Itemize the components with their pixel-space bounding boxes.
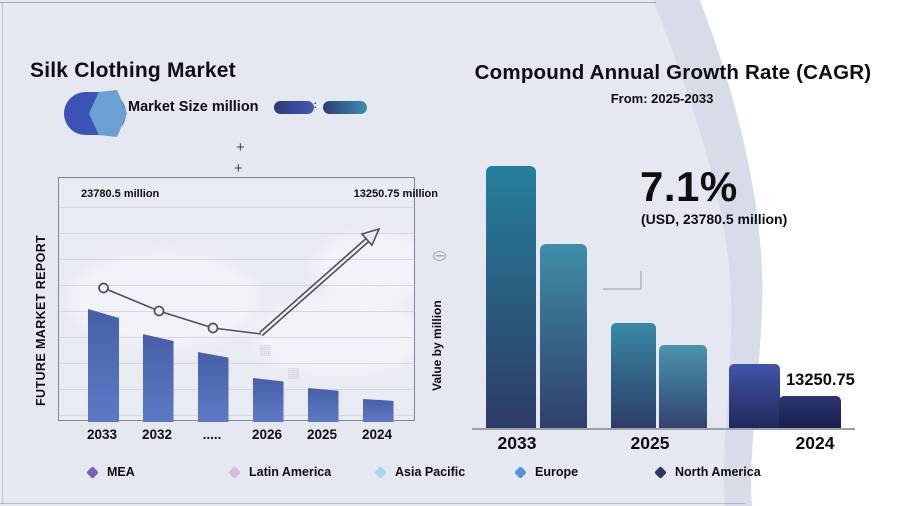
- end-value-label: 13250.75 million: [353, 188, 438, 200]
- latin-america-diamond-icon: [228, 465, 241, 479]
- frame-top-line: [0, 2, 656, 3]
- mea-diamond-icon: [86, 465, 99, 479]
- bar-2024-a: [729, 364, 780, 429]
- cagr-basis: (USD, 23780.5 million): [641, 211, 788, 227]
- x-tick-2033: 2033: [497, 433, 537, 453]
- decor-bracket-vertical: [640, 271, 642, 289]
- y-axis-label: Value by million: [430, 300, 444, 392]
- legend-item-latin-america: Latin America: [228, 462, 332, 482]
- x-tick-2025: 2025: [630, 433, 670, 453]
- legend-item-north-america: North America: [654, 462, 761, 482]
- legend-label: North America: [675, 465, 761, 479]
- market-size-toggle-icon: [64, 90, 127, 137]
- market-size-chart-panel: ▦ ▦ 23780.5 million 13250.75 million: [58, 177, 438, 422]
- north-america-diamond-icon: [654, 465, 667, 479]
- plus-mark-bottom: +: [234, 160, 243, 177]
- x-tick-2025: 2025: [306, 427, 338, 442]
- legend-item-europe: Europe: [514, 462, 579, 482]
- legend-label: Latin America: [249, 465, 332, 479]
- grid-watermark-icon: ▦: [259, 341, 273, 357]
- legend-label: MEA: [107, 465, 135, 479]
- cagr-period-subtitle: From: 2025-2033: [610, 91, 714, 106]
- page-title-right: Compound Annual Growth Rate (CAGR): [474, 61, 872, 84]
- plus-mark-top: +: [236, 139, 245, 156]
- right-chart-axis-line: [472, 428, 855, 430]
- bar-2024-b: [779, 396, 841, 429]
- legend-label: Europe: [535, 465, 579, 479]
- x-tick-2032: 2032: [141, 427, 173, 442]
- trend-line-and-arrow: [98, 227, 381, 337]
- ratio-pill-right-icon: [323, 101, 367, 114]
- bar-2025-a: [611, 323, 656, 429]
- value-label-13250: 13250.75: [786, 371, 855, 389]
- page-title-left: Silk Clothing Market: [30, 59, 236, 82]
- bar-2024: [362, 399, 394, 422]
- bar-2033: [88, 309, 119, 422]
- legend-item-mea: MEA: [86, 462, 135, 482]
- frame-bottom-line: [0, 503, 745, 504]
- bar-skip: [197, 352, 229, 422]
- chart-background-layer: ▦ ▦: [59, 178, 414, 420]
- grid-watermark-icon: ▦: [287, 364, 301, 380]
- cagr-percentage: 7.1%: [640, 163, 738, 210]
- ratio-separator: :: [313, 99, 318, 111]
- legend-item-asia-pacific: Asia Pacific: [374, 462, 466, 482]
- market-size-label: Market Size million: [128, 99, 259, 115]
- asia-pacific-diamond-icon: [374, 465, 387, 479]
- frame-left-line: [2, 2, 3, 504]
- start-value-label: 23780.5 million: [81, 188, 160, 200]
- x-tick-2024: 2024: [361, 427, 393, 442]
- x-tick-ellipsis: .....: [202, 427, 222, 442]
- bar-2033-b: [540, 244, 587, 429]
- ratio-pill-left-icon: [274, 101, 314, 114]
- market-size-bars: [59, 178, 414, 422]
- cagr-bars: [472, 166, 855, 429]
- future-market-report-watermark: FUTURE MARKET REPORT: [34, 234, 48, 406]
- legend-label: Asia Pacific: [395, 465, 466, 479]
- bar-2033-a: [486, 166, 536, 429]
- bar-2026: [252, 378, 284, 422]
- bar-2025: [307, 388, 339, 422]
- x-tick-2024: 2024: [795, 433, 835, 453]
- bar-2025-b: [659, 345, 707, 429]
- x-tick-2026: 2026: [251, 427, 283, 442]
- europe-diamond-icon: [514, 465, 527, 479]
- circle-minus-icon: [433, 251, 446, 261]
- decor-bracket-horizontal: [603, 288, 641, 290]
- x-tick-2033: 2033: [86, 427, 118, 442]
- bar-2032: [142, 334, 174, 422]
